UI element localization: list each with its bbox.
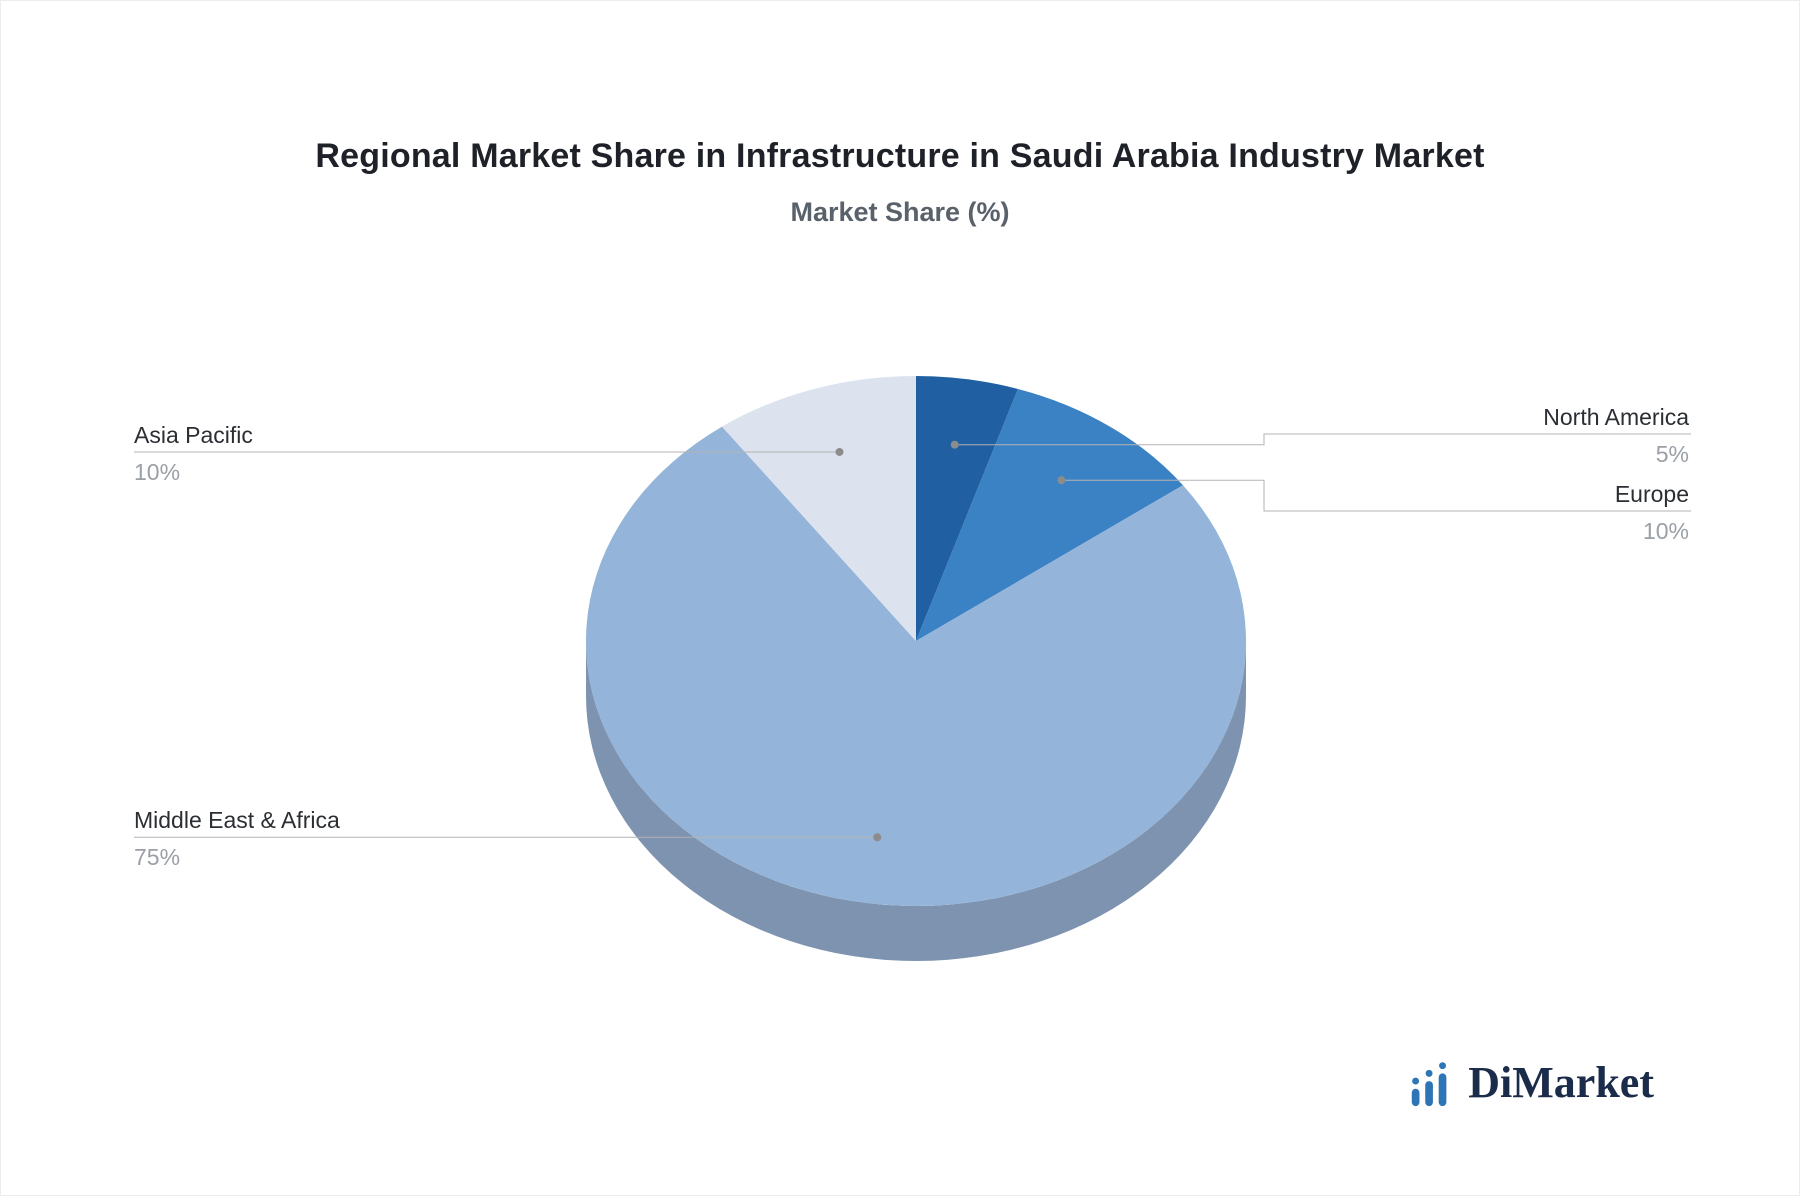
value-europe: 10% <box>1642 518 1689 544</box>
bar-chart-logo-icon <box>1412 1062 1447 1107</box>
chart-subtitle: Market Share (%) <box>790 197 1010 227</box>
dimarket-logo: DiMarket <box>1408 1057 1654 1109</box>
label-europe: Europe <box>1614 481 1689 507</box>
value-north-america: 5% <box>1655 441 1689 467</box>
callout-line <box>954 433 1691 446</box>
label-north-america: North America <box>1543 404 1689 430</box>
label-middle-east-africa: Middle East & Africa <box>134 807 340 833</box>
logo-text: DiMarket <box>1468 1058 1654 1107</box>
callout-dot <box>835 447 844 456</box>
bar-chart-logo-bars <box>1412 1062 1447 1107</box>
pie-slice-europe[interactable] <box>916 388 1183 641</box>
value-asia-pacific: 10% <box>134 459 181 485</box>
callout-dot <box>873 833 882 842</box>
callout-line <box>1061 479 1691 512</box>
pie-slice-asia-pacific[interactable] <box>722 376 916 641</box>
pie-slice-middle-east-africa[interactable] <box>585 426 1246 907</box>
callout-dot <box>1057 476 1066 485</box>
pie-rim <box>586 641 1246 961</box>
pie-slice-north-america[interactable] <box>916 376 1018 641</box>
label-asia-pacific: Asia Pacific <box>134 422 253 448</box>
value-middle-east-africa: 75% <box>134 844 181 870</box>
chart-title: Regional Market Share in Infrastructure … <box>315 137 1485 175</box>
callout-dot <box>950 440 959 449</box>
